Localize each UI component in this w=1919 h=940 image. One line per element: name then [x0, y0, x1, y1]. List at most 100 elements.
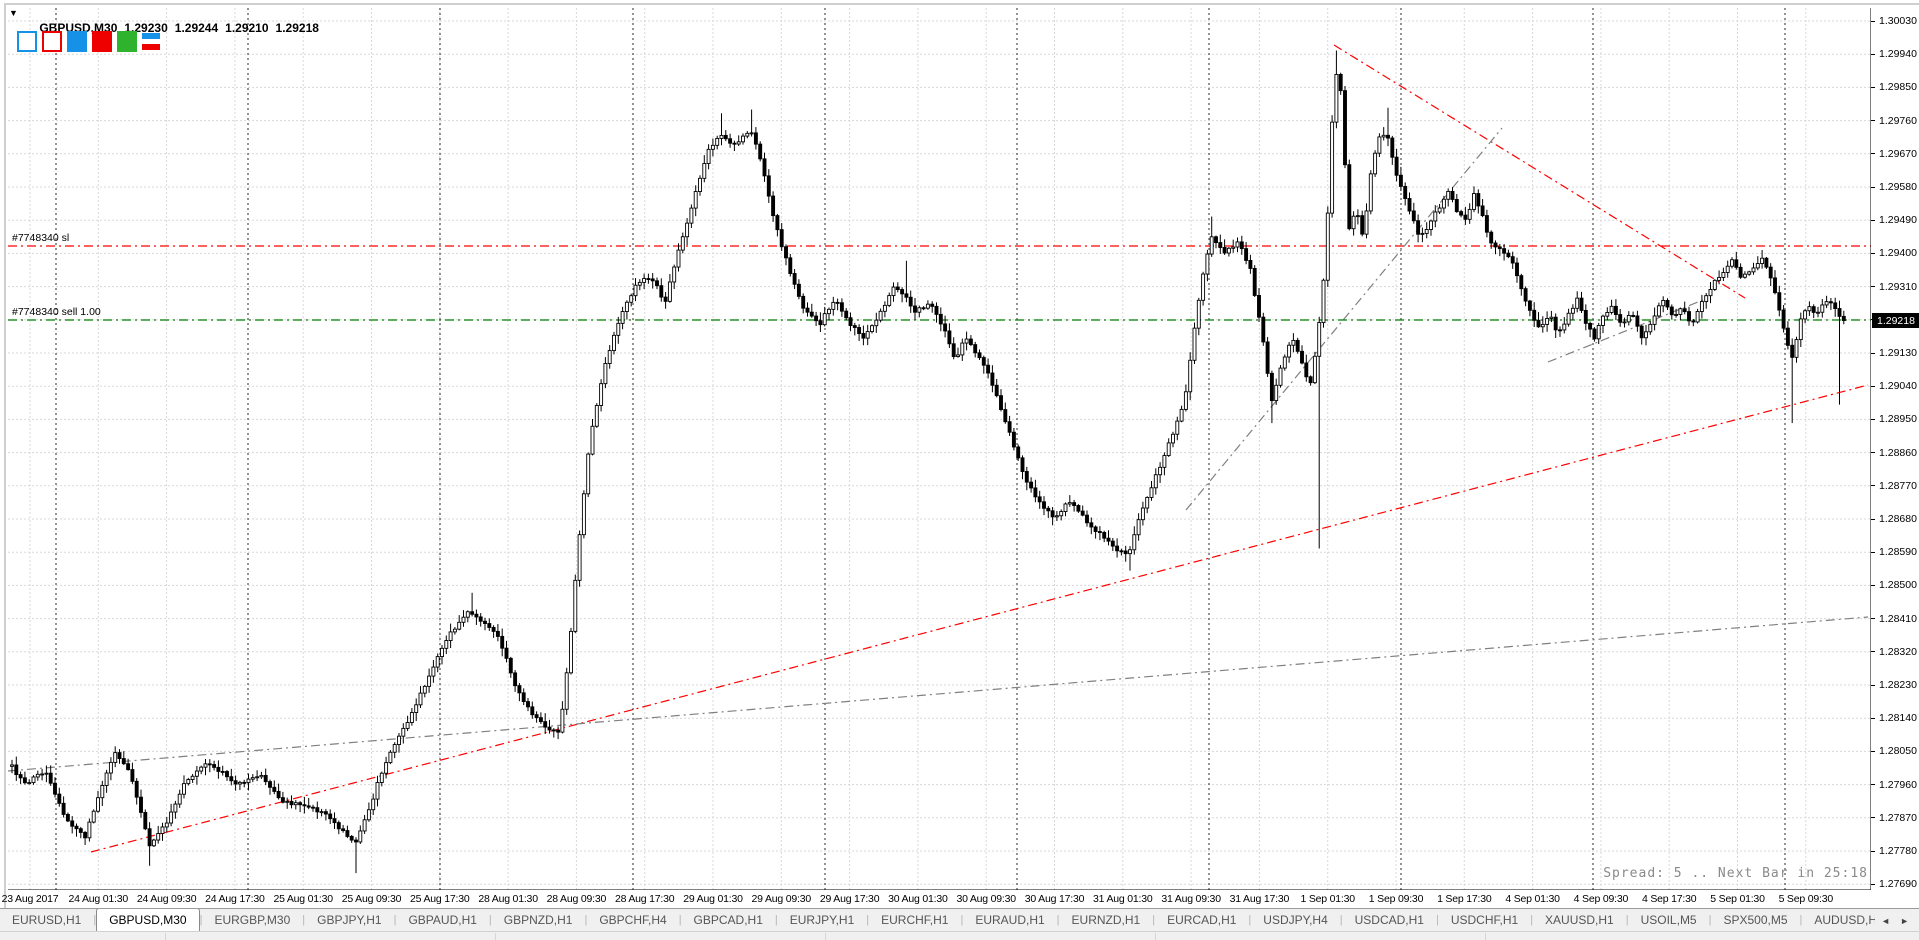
candle-body	[151, 839, 156, 847]
bid-ask-bars-icon[interactable]	[142, 31, 162, 52]
tab-usdjpy-h4[interactable]: USDJPY,H4	[1263, 913, 1328, 927]
price-chart[interactable]	[8, 8, 1871, 890]
candle-body	[1347, 164, 1352, 230]
chevron-down-icon[interactable]: ▼	[9, 8, 18, 18]
price-axis[interactable]: 1.30030 1.29940 1.29850 1.29760 1.29670 1.295…	[1871, 8, 1919, 890]
tab-usdchf-h1[interactable]: USDCHF,H1	[1450, 913, 1519, 927]
blue-outline-square-icon[interactable]	[17, 31, 37, 52]
candle-body	[874, 319, 879, 327]
candle-body	[1747, 271, 1752, 275]
candle-body	[1467, 208, 1472, 220]
ask-bar	[142, 44, 160, 50]
green-filled-square-icon[interactable]	[117, 31, 137, 52]
candle-body	[736, 141, 741, 145]
time-tick-label: 25 Aug 09:30	[341, 893, 402, 905]
time-axis[interactable]: 23 Aug 2017 24 Aug 01:30 24 Aug 09:30 24 Au…	[2, 890, 1871, 908]
candle-body	[1429, 220, 1433, 230]
candle-body	[1678, 308, 1683, 315]
candle-body	[220, 770, 225, 773]
tab-audusd-h4[interactable]: AUDUSD,H4	[1814, 913, 1876, 927]
candle-body	[474, 613, 479, 618]
tab-gbpjpy-h1[interactable]: GBPJPY,H1	[317, 913, 382, 927]
candle-body	[1196, 299, 1201, 329]
candle-body	[1592, 328, 1597, 340]
tab-eurcad-h1[interactable]: EURCAD,H1	[1167, 913, 1237, 927]
tab-xauusd-h1[interactable]: XAUUSD,H1	[1545, 913, 1614, 927]
tab-separator: |	[1056, 914, 1060, 926]
time-tick-label: 31 Aug 17:30	[1229, 893, 1290, 905]
status-strip	[0, 931, 1919, 940]
candle-body	[637, 281, 642, 286]
tab-usdcad-h1[interactable]: USDCAD,H1	[1354, 913, 1424, 927]
price-tick-mark	[1871, 153, 1875, 155]
price-tick-mark	[1871, 385, 1875, 387]
low-value: 1.29210	[225, 21, 269, 35]
candle-body	[1411, 210, 1416, 222]
price-tick-label: 1.27870	[1871, 812, 1919, 824]
candle-body	[517, 685, 522, 694]
tab-gbpchf-h4[interactable]: GBPCHF,H4	[599, 913, 667, 927]
candle-body	[534, 714, 539, 719]
candle-body	[538, 717, 543, 723]
candle-body	[680, 236, 685, 251]
tab-gbpnzd-h1[interactable]: GBPNZD,H1	[503, 913, 573, 927]
price-tick-label: 1.27690	[1871, 878, 1919, 890]
candle-body	[1454, 198, 1459, 213]
candle-body	[1239, 241, 1244, 250]
candle-body	[719, 134, 724, 139]
time-tick-label: 1 Sep 17:30	[1437, 893, 1492, 905]
tab-gbpaud-h1[interactable]: GBPAUD,H1	[408, 913, 477, 927]
candle-body	[371, 798, 376, 811]
candle-body	[887, 295, 892, 306]
candle-body	[1338, 73, 1343, 92]
candle-body	[603, 363, 608, 385]
candle-body	[1566, 312, 1571, 325]
candle-body	[1050, 510, 1055, 518]
tab-euraud-h1[interactable]: EURAUD,H1	[975, 913, 1045, 927]
candle-body	[1768, 266, 1773, 279]
candle-body	[917, 307, 922, 313]
tab-usoil-m5[interactable]: USOIL,M5	[1640, 913, 1697, 927]
candle-body	[766, 175, 771, 197]
candle-body	[1261, 316, 1266, 343]
candle-body	[495, 630, 500, 637]
candle-body	[612, 334, 616, 352]
blue-filled-square-icon[interactable]	[67, 31, 87, 52]
candle-body	[1717, 277, 1722, 281]
tab-eurgbp-m30[interactable]: EURGBP,M30	[214, 913, 291, 927]
candle-body	[741, 135, 745, 143]
time-tick-label: 30 Aug 09:30	[956, 893, 1016, 905]
candle-body	[1089, 522, 1094, 528]
tab-eurjpy-h1[interactable]: EURJPY,H1	[789, 913, 855, 927]
candle-body	[1274, 384, 1279, 402]
candle-body	[22, 777, 27, 784]
red-outline-square-icon[interactable]	[42, 31, 62, 52]
candle-body	[422, 685, 427, 694]
candle-body	[1721, 272, 1726, 278]
candle-body	[852, 325, 857, 328]
candle-body	[1712, 279, 1717, 290]
candle-body	[134, 780, 139, 798]
candle-body	[762, 158, 767, 177]
tab-eurchf-h1[interactable]: EURCHF,H1	[881, 913, 949, 927]
price-tick-label: 1.29940	[1871, 48, 1919, 60]
candle-body	[543, 721, 548, 728]
tab-eurnzd-h1[interactable]: EURNZD,H1	[1071, 913, 1141, 927]
tab-gbpusd-m30[interactable]: GBPUSD,M30	[96, 909, 200, 931]
tab-scroll-right-icon[interactable]: ►	[1900, 916, 1909, 926]
candle-body	[1381, 134, 1386, 138]
red-filled-square-icon[interactable]	[92, 31, 112, 52]
candle-body	[1562, 323, 1567, 331]
candle-body	[646, 278, 651, 281]
candle-body	[672, 266, 677, 283]
tab-eurusd-h1[interactable]: EURUSD,H1	[12, 913, 82, 927]
candle-body	[1162, 455, 1167, 468]
tab-scroll-left-icon[interactable]: ◄	[1881, 916, 1891, 926]
candle-body	[1291, 339, 1296, 346]
tab-gbpcad-h1[interactable]: GBPCAD,H1	[693, 913, 763, 927]
candle-body	[491, 627, 496, 632]
candle-body	[1704, 295, 1709, 303]
tab-spx500-m5[interactable]: SPX500,M5	[1723, 913, 1788, 927]
price-tick-mark	[1871, 418, 1875, 420]
